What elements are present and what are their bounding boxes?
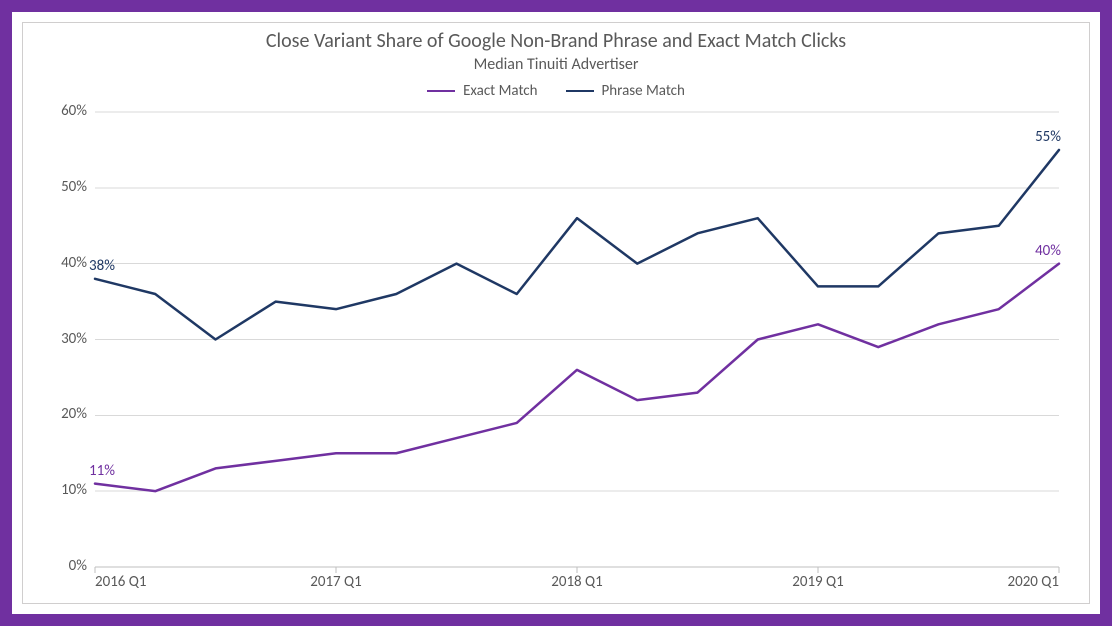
x-tick-label: 2017 Q1 [310, 573, 362, 591]
x-tick-label: 2018 Q1 [551, 573, 603, 591]
series-value-label: 55% [1035, 128, 1061, 146]
y-tick-label: 0% [69, 557, 87, 575]
chart-plot-area: 0%10%20%30%40%50%60%2016 Q12017 Q12018 Q… [41, 106, 1071, 595]
chart-title: Close Variant Share of Google Non-Brand … [23, 29, 1089, 53]
chart-subtitle: Median Tinuiti Advertiser [23, 55, 1089, 74]
chart-card: Close Variant Share of Google Non-Brand … [22, 22, 1090, 604]
legend-item-exact: Exact Match [427, 82, 537, 100]
y-tick-label: 30% [61, 330, 87, 348]
legend-swatch-exact [427, 90, 455, 92]
chart-titles: Close Variant Share of Google Non-Brand … [23, 23, 1089, 74]
x-tick-label: 2016 Q1 [95, 573, 147, 591]
legend-item-phrase: Phrase Match [566, 82, 685, 100]
y-tick-label: 60% [61, 102, 87, 120]
series-value-label: 38% [89, 257, 115, 275]
series-value-label: 40% [1035, 242, 1061, 260]
legend-label-phrase: Phrase Match [602, 82, 685, 100]
y-tick-label: 20% [61, 405, 87, 423]
outer-frame: Close Variant Share of Google Non-Brand … [0, 0, 1112, 626]
chart-legend: Exact Match Phrase Match [23, 82, 1089, 100]
legend-swatch-phrase [566, 90, 594, 92]
series-line-phrase-match [95, 150, 1059, 340]
y-tick-label: 50% [61, 178, 87, 196]
x-tick-label: 2020 Q1 [1008, 573, 1060, 591]
y-tick-label: 40% [61, 254, 87, 272]
x-tick-label: 2019 Q1 [792, 573, 844, 591]
legend-label-exact: Exact Match [463, 82, 537, 100]
series-line-exact-match [95, 264, 1059, 491]
series-value-label: 11% [89, 462, 115, 480]
y-tick-label: 10% [61, 481, 87, 499]
